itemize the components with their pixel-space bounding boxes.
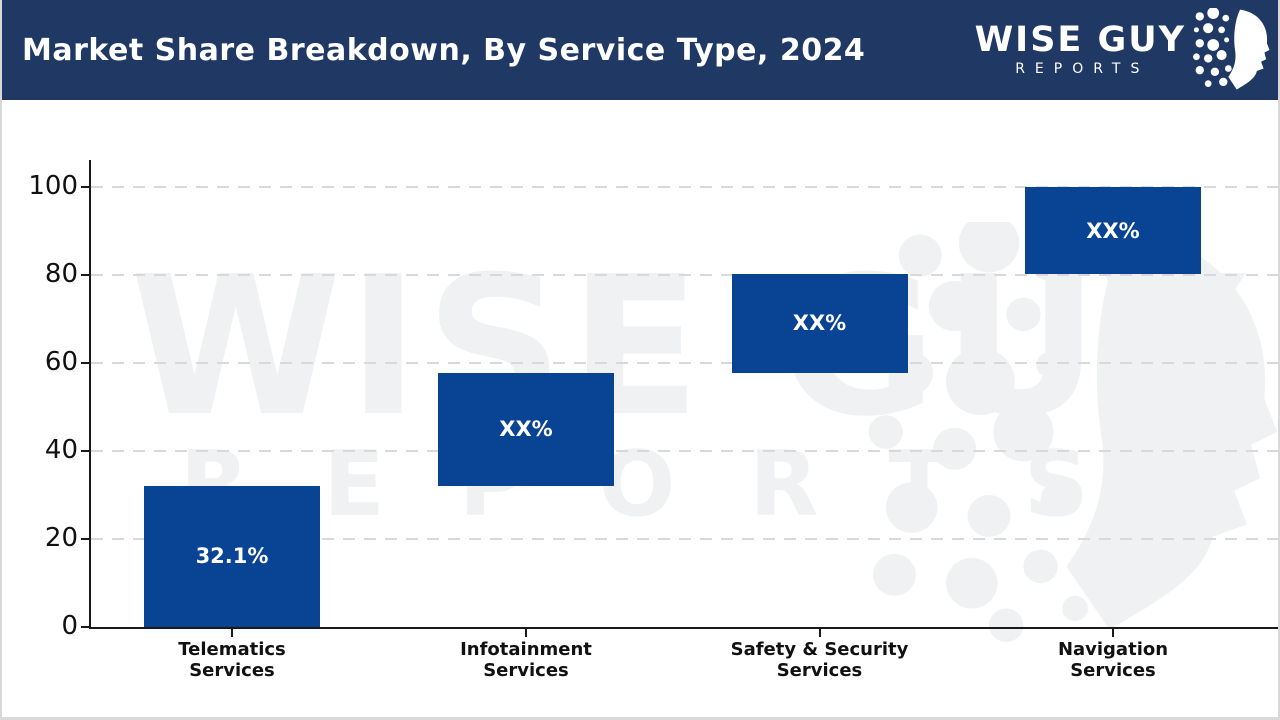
category-label-line: Infotainment — [460, 639, 592, 660]
bar: XX% — [731, 274, 908, 373]
category-label-line: Services — [776, 660, 863, 681]
category-label-line: Services — [483, 660, 569, 681]
grid-line — [91, 186, 1278, 188]
logo-title: WISE GUY — [974, 20, 1186, 60]
x-axis-tick — [818, 629, 821, 637]
bar: XX% — [1025, 187, 1201, 275]
category-label-line: Services — [189, 660, 275, 681]
x-axis — [89, 627, 1278, 629]
y-axis-tick — [81, 362, 90, 364]
y-axis-tick — [81, 274, 90, 276]
category-label-line: Safety & Security — [730, 639, 909, 660]
category-label: Navigation Services — [966, 639, 1260, 681]
y-tick-label: 40 — [44, 435, 78, 465]
y-axis-tick — [81, 626, 90, 628]
header: Market Share Breakdown, By Service Type,… — [2, 0, 1278, 100]
bar: XX% — [438, 372, 614, 486]
wise-guy-logo: WISE GUY REPORTS — [975, 6, 1272, 94]
logo-text: WISE GUY REPORTS — [974, 20, 1186, 78]
bar-value-label: XX% — [792, 311, 847, 336]
grid-line — [91, 274, 1278, 276]
category-label: Telematics Services — [85, 639, 379, 681]
bar-value-label: XX% — [499, 417, 553, 442]
grid-line — [91, 538, 1278, 540]
bar-value-label: XX% — [1086, 218, 1140, 243]
x-axis-tick — [231, 629, 233, 637]
y-axis-tick — [81, 538, 90, 540]
y-axis — [89, 160, 91, 629]
y-tick-label: 0 — [61, 611, 78, 641]
category-label-line: Telematics — [178, 639, 286, 660]
logo-head-icon — [1193, 8, 1270, 90]
y-axis-tick — [81, 186, 90, 188]
y-tick-label: 100 — [28, 171, 78, 201]
grid-line — [91, 450, 1278, 452]
bar-value-label: 32.1% — [195, 544, 269, 569]
y-tick-label: 20 — [44, 523, 78, 553]
category-label-line: Navigation — [1057, 639, 1169, 660]
y-tick-label: 80 — [44, 259, 78, 289]
watermark-wiseguy-text: WISE GUY — [130, 236, 1251, 459]
grid-line — [91, 362, 1278, 364]
logo-subtitle: REPORTS — [1015, 61, 1150, 77]
x-axis-tick — [525, 629, 527, 637]
page-title: Market Share Breakdown, By Service Type,… — [22, 32, 866, 68]
category-label: Infotainment Services — [379, 639, 673, 681]
watermark-head-icon — [868, 222, 1278, 642]
category-label: Safety & Security Services — [673, 639, 967, 681]
bar: 32.1% — [144, 485, 320, 627]
category-label-line: Services — [1070, 660, 1156, 681]
y-axis-tick — [81, 450, 90, 452]
x-axis-tick — [1112, 629, 1114, 637]
y-tick-label: 60 — [44, 347, 78, 377]
